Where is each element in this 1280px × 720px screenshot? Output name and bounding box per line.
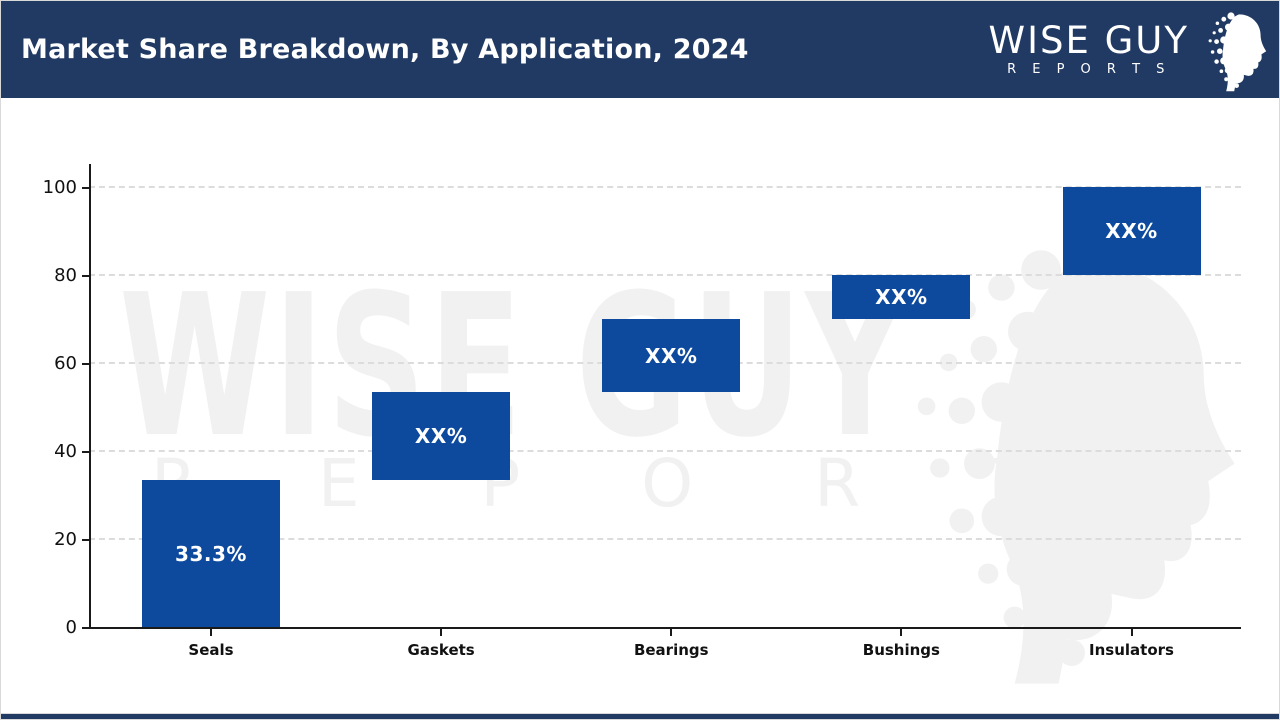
y-tick <box>82 275 89 277</box>
y-tick <box>82 363 89 365</box>
x-tick-label: Bearings <box>633 641 709 659</box>
x-tick <box>440 629 443 636</box>
bar-value-label: XX% <box>645 343 698 368</box>
y-tick <box>82 187 89 189</box>
y-tick-label: 40 <box>54 441 77 462</box>
bar-value-label: XX% <box>1105 219 1158 243</box>
brand-logo: WISE GUY R E P O R T S <box>989 1 1271 98</box>
brand-tagline: R E P O R T S <box>1007 62 1171 77</box>
y-axis <box>89 164 91 629</box>
bar: XX% <box>602 319 741 393</box>
x-tick-label: Seals <box>188 641 234 659</box>
gridline <box>89 538 1241 540</box>
x-tick-label: Gaskets <box>407 641 475 659</box>
x-tick <box>1130 629 1133 636</box>
bar-value-label: XX% <box>414 424 468 449</box>
bar: 33.3% <box>142 480 280 627</box>
gridline <box>89 186 1241 188</box>
bar: XX% <box>832 275 971 319</box>
x-tick-label: Insulators <box>1089 641 1174 659</box>
bar: XX% <box>372 392 511 481</box>
x-tick <box>900 629 903 636</box>
x-tick <box>670 629 673 636</box>
y-tick-label: 60 <box>54 353 77 374</box>
y-tick <box>82 539 89 541</box>
bar: XX% <box>1062 187 1201 275</box>
y-tick-label: 20 <box>54 529 77 550</box>
x-tick <box>210 629 212 636</box>
bar-value-label: XX% <box>875 285 928 309</box>
y-tick-label: 80 <box>54 265 77 286</box>
footer-bar <box>1 713 1279 719</box>
chart-title: Market Share Breakdown, By Application, … <box>21 34 749 65</box>
bar-value-label: 33.3% <box>175 541 247 566</box>
y-tick-label: 100 <box>42 177 77 198</box>
x-axis <box>89 627 1241 629</box>
y-tick-label: 0 <box>65 617 77 638</box>
brand-name: WISE GUY <box>988 19 1189 62</box>
gridline <box>89 274 1241 276</box>
gridline <box>89 450 1241 452</box>
header: Market Share Breakdown, By Application, … <box>1 1 1279 98</box>
x-tick-label: Bushings <box>862 641 940 659</box>
y-tick <box>82 451 89 453</box>
brand-text: WISE GUY R E P O R T S <box>989 22 1189 77</box>
y-tick <box>82 627 89 629</box>
brand-head-icon <box>1208 11 1267 91</box>
